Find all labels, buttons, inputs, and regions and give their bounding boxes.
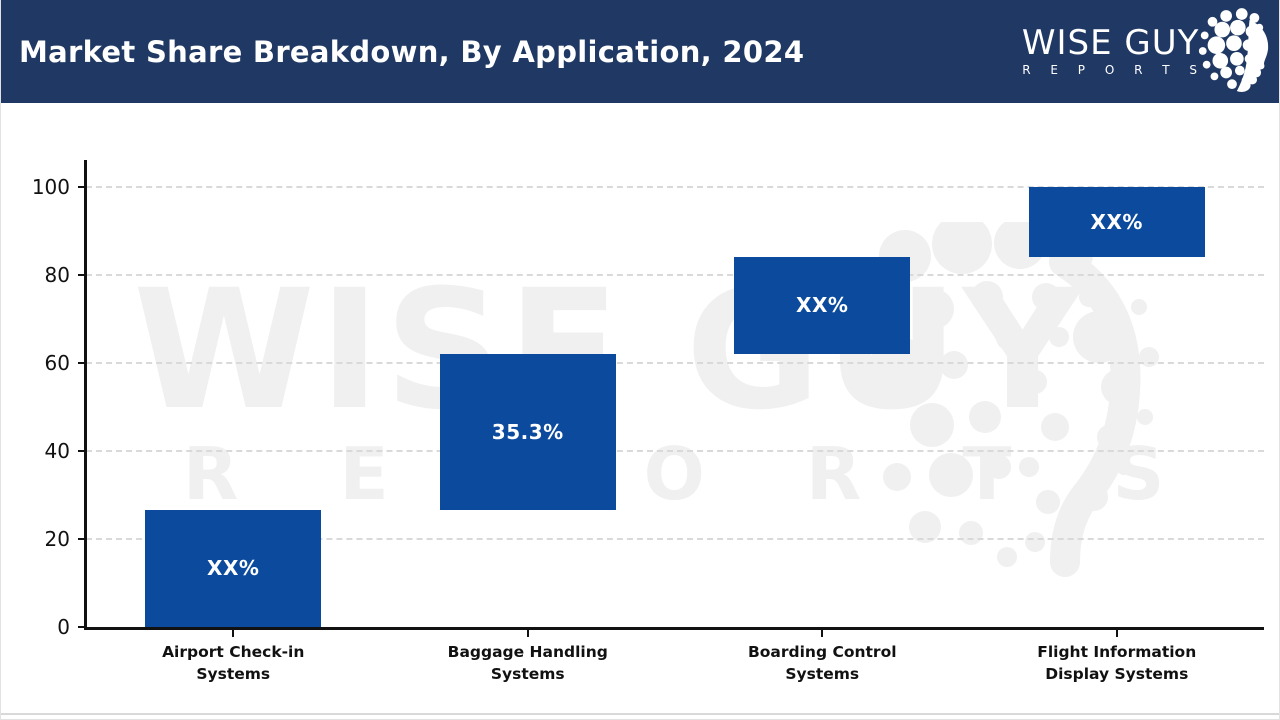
y-tick [78,626,86,628]
y-tick-label: 80 [44,263,70,287]
bar: 35.3% [439,354,616,510]
x-category-label: Baggage Handling Systems [447,643,608,683]
y-gridline [86,362,1264,364]
y-tick-label: 60 [44,351,70,375]
bottom-divider [1,713,1279,715]
x-category-label: Boarding Control Systems [747,643,897,683]
x-tick [232,630,235,637]
y-tick-label: 100 [31,175,70,199]
y-axis-line [84,160,87,630]
y-gridline [86,274,1264,276]
y-tick [78,274,86,276]
logo-text: WISE GUY R E P O R T S [1016,26,1205,77]
y-tick-label: 20 [44,527,70,551]
wiseguy-logo: WISE GUY R E P O R T S [1016,4,1271,99]
x-tick [821,630,824,637]
chart-title: Market Share Breakdown, By Application, … [19,34,805,69]
y-tick [78,362,86,364]
y-tick [78,538,86,540]
bar: XX% [145,509,322,627]
x-category-label: Flight Information Display Systems [1037,643,1197,683]
y-tick [78,186,86,188]
bar-value-label: 35.3% [491,419,564,444]
x-tick [526,630,529,637]
x-tick [1115,630,1118,637]
x-axis-line [84,627,1264,630]
bar: XX% [1028,187,1205,257]
bar-value-label: XX% [1090,209,1143,234]
bar-value-label: XX% [207,556,260,581]
header: Market Share Breakdown, By Application, … [1,0,1279,103]
logo-wordmark: WISE GUY [1021,23,1200,63]
y-gridline [86,186,1264,188]
logo-subtext: R E P O R T S [1022,63,1205,77]
y-tick-label: 0 [57,615,70,639]
bar: XX% [734,256,911,355]
y-gridline [86,450,1264,452]
y-tick-label: 40 [44,439,70,463]
bar-value-label: XX% [796,293,849,318]
y-tick [78,450,86,452]
logo-face-dots-icon [1198,7,1269,92]
y-gridline [86,538,1264,540]
x-category-label: Airport Check-in Systems [162,643,305,683]
